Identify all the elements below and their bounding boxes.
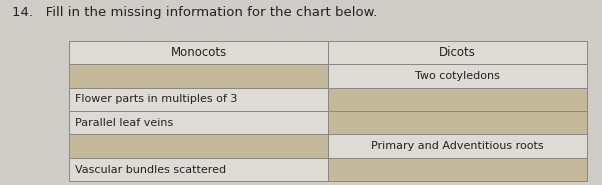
FancyBboxPatch shape: [328, 111, 587, 134]
FancyBboxPatch shape: [69, 134, 328, 158]
FancyBboxPatch shape: [69, 88, 328, 111]
Text: Flower parts in multiples of 3: Flower parts in multiples of 3: [75, 94, 238, 104]
FancyBboxPatch shape: [328, 134, 587, 158]
FancyBboxPatch shape: [69, 64, 328, 88]
FancyBboxPatch shape: [328, 88, 587, 111]
Text: Two cotyledons: Two cotyledons: [415, 71, 500, 81]
Text: Monocots: Monocots: [170, 46, 227, 59]
FancyBboxPatch shape: [328, 158, 587, 181]
Text: Vascular bundles scattered: Vascular bundles scattered: [75, 165, 226, 175]
FancyBboxPatch shape: [328, 64, 587, 88]
Text: Parallel leaf veins: Parallel leaf veins: [75, 118, 173, 128]
Text: Dicots: Dicots: [439, 46, 476, 59]
FancyBboxPatch shape: [69, 158, 328, 181]
FancyBboxPatch shape: [69, 111, 328, 134]
Text: 14.   Fill in the missing information for the chart below.: 14. Fill in the missing information for …: [12, 6, 377, 18]
Text: Primary and Adventitious roots: Primary and Adventitious roots: [371, 141, 544, 151]
FancyBboxPatch shape: [69, 41, 328, 64]
FancyBboxPatch shape: [328, 41, 587, 64]
